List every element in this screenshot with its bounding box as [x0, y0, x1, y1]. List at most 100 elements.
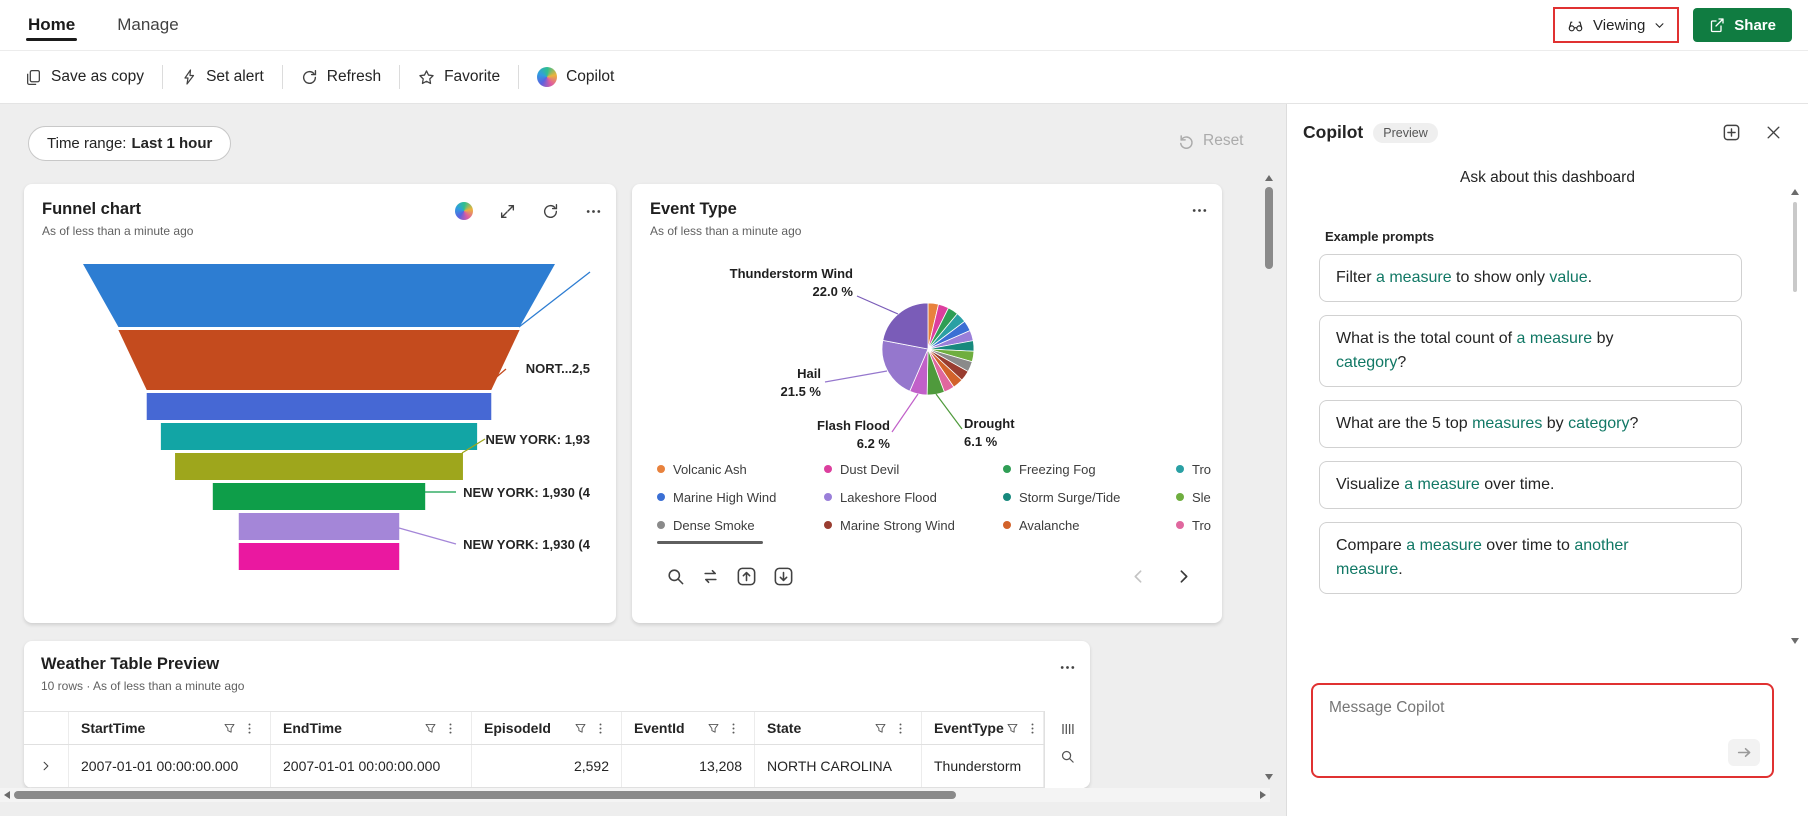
funnel-segment[interactable] — [175, 453, 463, 480]
copilot-button[interactable]: Copilot — [526, 59, 625, 95]
filter-icon[interactable] — [572, 720, 589, 737]
prompt-entity-link[interactable]: category — [1568, 415, 1630, 432]
filter-icon[interactable] — [872, 720, 889, 737]
more-icon[interactable] — [585, 203, 602, 220]
prompt-entity-link[interactable]: category — [1336, 354, 1398, 371]
legend-item[interactable]: Storm Surge/Tide — [1003, 483, 1176, 511]
horizontal-scrollbar[interactable] — [0, 788, 1270, 802]
table-search-icon[interactable] — [1060, 749, 1075, 764]
scroll-left-arrow[interactable] — [4, 791, 10, 799]
prompt-card[interactable]: Visualize a measure over time. — [1319, 461, 1742, 509]
column-header-starttime[interactable]: StartTime — [69, 712, 271, 744]
more-icon[interactable] — [1059, 659, 1076, 676]
funnel-segment[interactable] — [118, 330, 520, 390]
prompt-card[interactable]: Compare a measure over time to another m… — [1319, 522, 1742, 594]
save-as-copy-button[interactable]: Save as copy — [14, 60, 155, 94]
scroll-right-arrow[interactable] — [1260, 791, 1266, 799]
scroll-down-arrow[interactable] — [1791, 638, 1799, 644]
favorite-button[interactable]: Favorite — [407, 60, 511, 94]
download-icon[interactable] — [773, 566, 794, 587]
column-menu-icon[interactable] — [892, 720, 909, 737]
send-button[interactable] — [1728, 739, 1760, 766]
upload-icon[interactable] — [736, 566, 757, 587]
funnel-segment[interactable] — [146, 393, 492, 420]
legend-item[interactable]: Avalanche — [1003, 511, 1176, 539]
column-menu-icon[interactable] — [442, 720, 459, 737]
pie-slice[interactable] — [882, 302, 929, 350]
funnel-segment[interactable] — [160, 423, 478, 450]
row-expander[interactable] — [24, 745, 69, 787]
copilot-icon[interactable] — [455, 202, 473, 220]
legend-item[interactable]: Tro — [1176, 455, 1222, 483]
column-menu-icon[interactable] — [725, 720, 742, 737]
column-header-endtime[interactable]: EndTime — [271, 712, 472, 744]
set-alert-button[interactable]: Set alert — [170, 60, 275, 94]
more-icon[interactable] — [1191, 202, 1208, 219]
prompt-entity-link[interactable]: a measure — [1376, 269, 1452, 286]
new-chat-icon[interactable] — [1722, 123, 1741, 142]
legend-item[interactable]: Tro — [1176, 511, 1222, 539]
expand-icon[interactable] — [499, 203, 516, 220]
tab-home[interactable]: Home — [26, 2, 78, 48]
funnel-segment[interactable] — [83, 264, 555, 327]
prompt-card[interactable]: What is the total count of a measure by … — [1319, 315, 1742, 387]
filter-icon[interactable] — [705, 720, 722, 737]
legend-item[interactable]: Marine Strong Wind — [824, 511, 1003, 539]
prompt-entity-link[interactable]: measures — [1472, 415, 1543, 432]
filter-icon[interactable] — [422, 720, 439, 737]
prompt-entity-link[interactable]: a measure — [1516, 330, 1593, 347]
column-header-state[interactable]: State — [755, 712, 922, 744]
horizontal-scrollbar-thumb[interactable] — [14, 791, 956, 799]
prompt-entity-link[interactable]: a measure — [1404, 476, 1480, 493]
copilot-scrollbar-thumb[interactable] — [1793, 202, 1797, 292]
legend-item[interactable]: Marine High Wind — [657, 483, 824, 511]
prompt-entity-link[interactable]: another measure — [1336, 537, 1629, 578]
legend-item[interactable]: Dust Devil — [824, 455, 1003, 483]
legend-item[interactable]: Freezing Fog — [1003, 455, 1176, 483]
legend-item[interactable]: Dense Smoke — [657, 511, 824, 539]
column-header-eventid[interactable]: EventId — [622, 712, 755, 744]
funnel-segment[interactable] — [212, 483, 426, 510]
share-button[interactable]: Share — [1693, 8, 1792, 42]
funnel-chart — [83, 264, 591, 570]
reset-button[interactable]: Reset — [1178, 132, 1244, 150]
column-header-eventtype[interactable]: EventType — [922, 712, 1044, 744]
prompt-card[interactable]: Filter a measure to show only value. — [1319, 254, 1742, 302]
copilot-message-input[interactable] — [1313, 685, 1772, 776]
column-menu-icon[interactable] — [241, 720, 258, 737]
filter-icon[interactable] — [221, 720, 238, 737]
legend-scrollbar[interactable] — [657, 541, 763, 544]
column-menu-icon[interactable] — [592, 720, 609, 737]
column-menu-icon[interactable] — [1024, 720, 1041, 737]
copilot-input-box[interactable] — [1311, 683, 1774, 778]
scroll-up-arrow[interactable] — [1791, 189, 1799, 195]
search-icon[interactable] — [666, 567, 685, 586]
vertical-scrollbar[interactable] — [1262, 171, 1276, 784]
copilot-scrollbar[interactable] — [1789, 184, 1801, 649]
table-row[interactable]: 2007-01-01 00:00:00.000 2007-01-01 00:00:… — [24, 745, 1044, 788]
funnel-segment[interactable] — [238, 543, 400, 570]
filter-icon[interactable] — [1004, 720, 1021, 737]
time-range-filter[interactable]: Time range: Last 1 hour — [28, 126, 232, 161]
column-header-episodeid[interactable]: EpisodeId — [472, 712, 622, 744]
pie-slice[interactable] — [881, 339, 929, 392]
vertical-scrollbar-thumb[interactable] — [1265, 187, 1273, 269]
prompt-entity-link[interactable]: a measure — [1406, 537, 1482, 554]
chevron-left-icon[interactable] — [1130, 568, 1147, 585]
swap-icon[interactable] — [701, 567, 720, 586]
viewing-mode-button[interactable]: Viewing — [1553, 7, 1680, 43]
refresh-icon[interactable] — [542, 203, 559, 220]
prompt-entity-link[interactable]: value — [1549, 269, 1588, 286]
prompt-card[interactable]: What are the 5 top measures by category? — [1319, 400, 1742, 448]
tab-manage[interactable]: Manage — [115, 2, 180, 48]
legend-item[interactable]: Sle — [1176, 483, 1222, 511]
funnel-segment[interactable] — [238, 513, 400, 540]
close-icon[interactable] — [1765, 124, 1782, 141]
legend-item[interactable]: Lakeshore Flood — [824, 483, 1003, 511]
refresh-button[interactable]: Refresh — [290, 60, 392, 94]
chevron-right-icon[interactable] — [1175, 568, 1192, 585]
scroll-down-arrow[interactable] — [1265, 774, 1273, 780]
legend-item[interactable]: Volcanic Ash — [657, 455, 824, 483]
columns-icon[interactable] — [1060, 721, 1076, 737]
scroll-up-arrow[interactable] — [1265, 175, 1273, 181]
